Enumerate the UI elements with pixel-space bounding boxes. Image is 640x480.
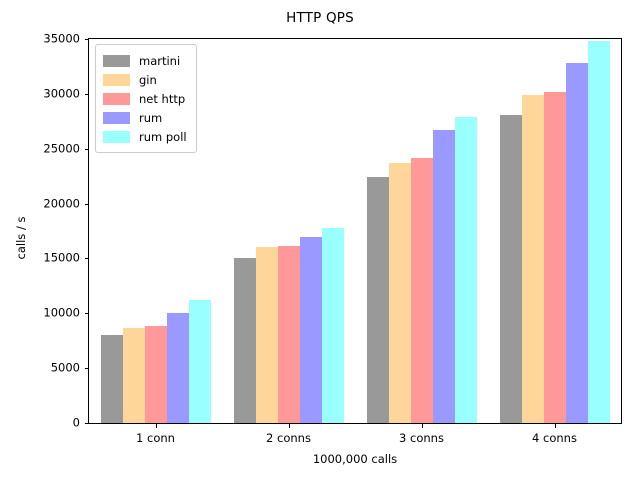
x-tick-label: 1 conn xyxy=(136,431,175,445)
bar-rum-3-conns xyxy=(432,130,455,423)
y-tick-label: 5000 xyxy=(50,360,80,375)
x-tick-label: 4 conns xyxy=(532,431,577,445)
legend-label: net http xyxy=(139,91,186,106)
y-tick-mark xyxy=(84,368,88,370)
x-tick-mark xyxy=(421,424,423,428)
y-tick-mark xyxy=(84,93,88,95)
legend-entry-martini[interactable]: martini xyxy=(103,51,187,70)
bar-rum-poll-1-conn xyxy=(188,300,211,423)
bar-rum-poll-2-conns xyxy=(321,227,344,423)
legend-swatch-icon xyxy=(103,73,130,86)
y-tick-label: 0 xyxy=(72,415,80,430)
x-tick-label: 2 conns xyxy=(266,431,311,445)
legend-swatch-icon xyxy=(103,111,130,124)
bar-martini-4-conns xyxy=(499,114,522,423)
legend-entry-net-http[interactable]: net http xyxy=(103,89,187,108)
x-tick-label: 3 conns xyxy=(399,431,444,445)
bar-rum-poll-4-conns xyxy=(587,41,610,423)
y-tick-label: 35000 xyxy=(43,31,80,46)
bar-martini-2-conns xyxy=(233,258,256,423)
chart-title: HTTP QPS xyxy=(286,10,354,26)
bar-gin-3-conns xyxy=(388,162,411,423)
bar-gin-4-conns xyxy=(521,94,544,423)
legend-label: gin xyxy=(139,72,157,87)
legend-swatch-icon xyxy=(103,54,130,67)
legend-entry-rum[interactable]: rum xyxy=(103,108,187,127)
y-tick-label: 20000 xyxy=(43,195,80,210)
y-tick-mark xyxy=(84,148,88,150)
x-tick-mark xyxy=(554,424,556,428)
bar-martini-3-conns xyxy=(366,177,389,423)
bar-rum-poll-3-conns xyxy=(454,116,477,423)
bar-rum-1-conn xyxy=(166,313,189,423)
bar-net-http-1-conn xyxy=(144,326,167,423)
legend-entry-gin[interactable]: gin xyxy=(103,70,187,89)
bar-net-http-3-conns xyxy=(410,157,433,423)
y-tick-mark xyxy=(84,423,88,424)
y-tick-label: 15000 xyxy=(43,250,80,265)
y-tick-label: 25000 xyxy=(43,140,80,155)
x-tick-mark xyxy=(155,424,157,428)
y-tick-mark xyxy=(84,258,88,260)
y-tick-mark xyxy=(84,39,88,40)
y-tick-mark xyxy=(84,313,88,315)
x-axis-label: 1000,000 calls xyxy=(312,452,398,466)
bar-martini-1-conn xyxy=(100,335,123,423)
x-tick-mark xyxy=(288,424,290,428)
y-tick-label: 10000 xyxy=(43,305,80,320)
bar-rum-4-conns xyxy=(565,63,588,423)
legend-label: rum xyxy=(139,110,163,125)
legend-swatch-icon xyxy=(103,92,130,105)
plot-area xyxy=(89,39,621,423)
bar-gin-1-conn xyxy=(122,327,145,423)
legend-label: martini xyxy=(139,53,181,68)
legend-entry-rum-poll[interactable]: rum poll xyxy=(103,127,187,146)
legend-label: rum poll xyxy=(139,129,187,144)
bar-rum-2-conns xyxy=(299,236,322,423)
y-tick-label: 30000 xyxy=(43,86,80,101)
legend-swatch-icon xyxy=(103,130,130,143)
y-tick-mark xyxy=(84,203,88,205)
chart-legend: martini gin net http rum rum poll xyxy=(95,44,197,153)
bar-net-http-4-conns xyxy=(543,91,566,423)
bar-net-http-2-conns xyxy=(277,246,300,423)
bar-gin-2-conns xyxy=(255,247,278,423)
